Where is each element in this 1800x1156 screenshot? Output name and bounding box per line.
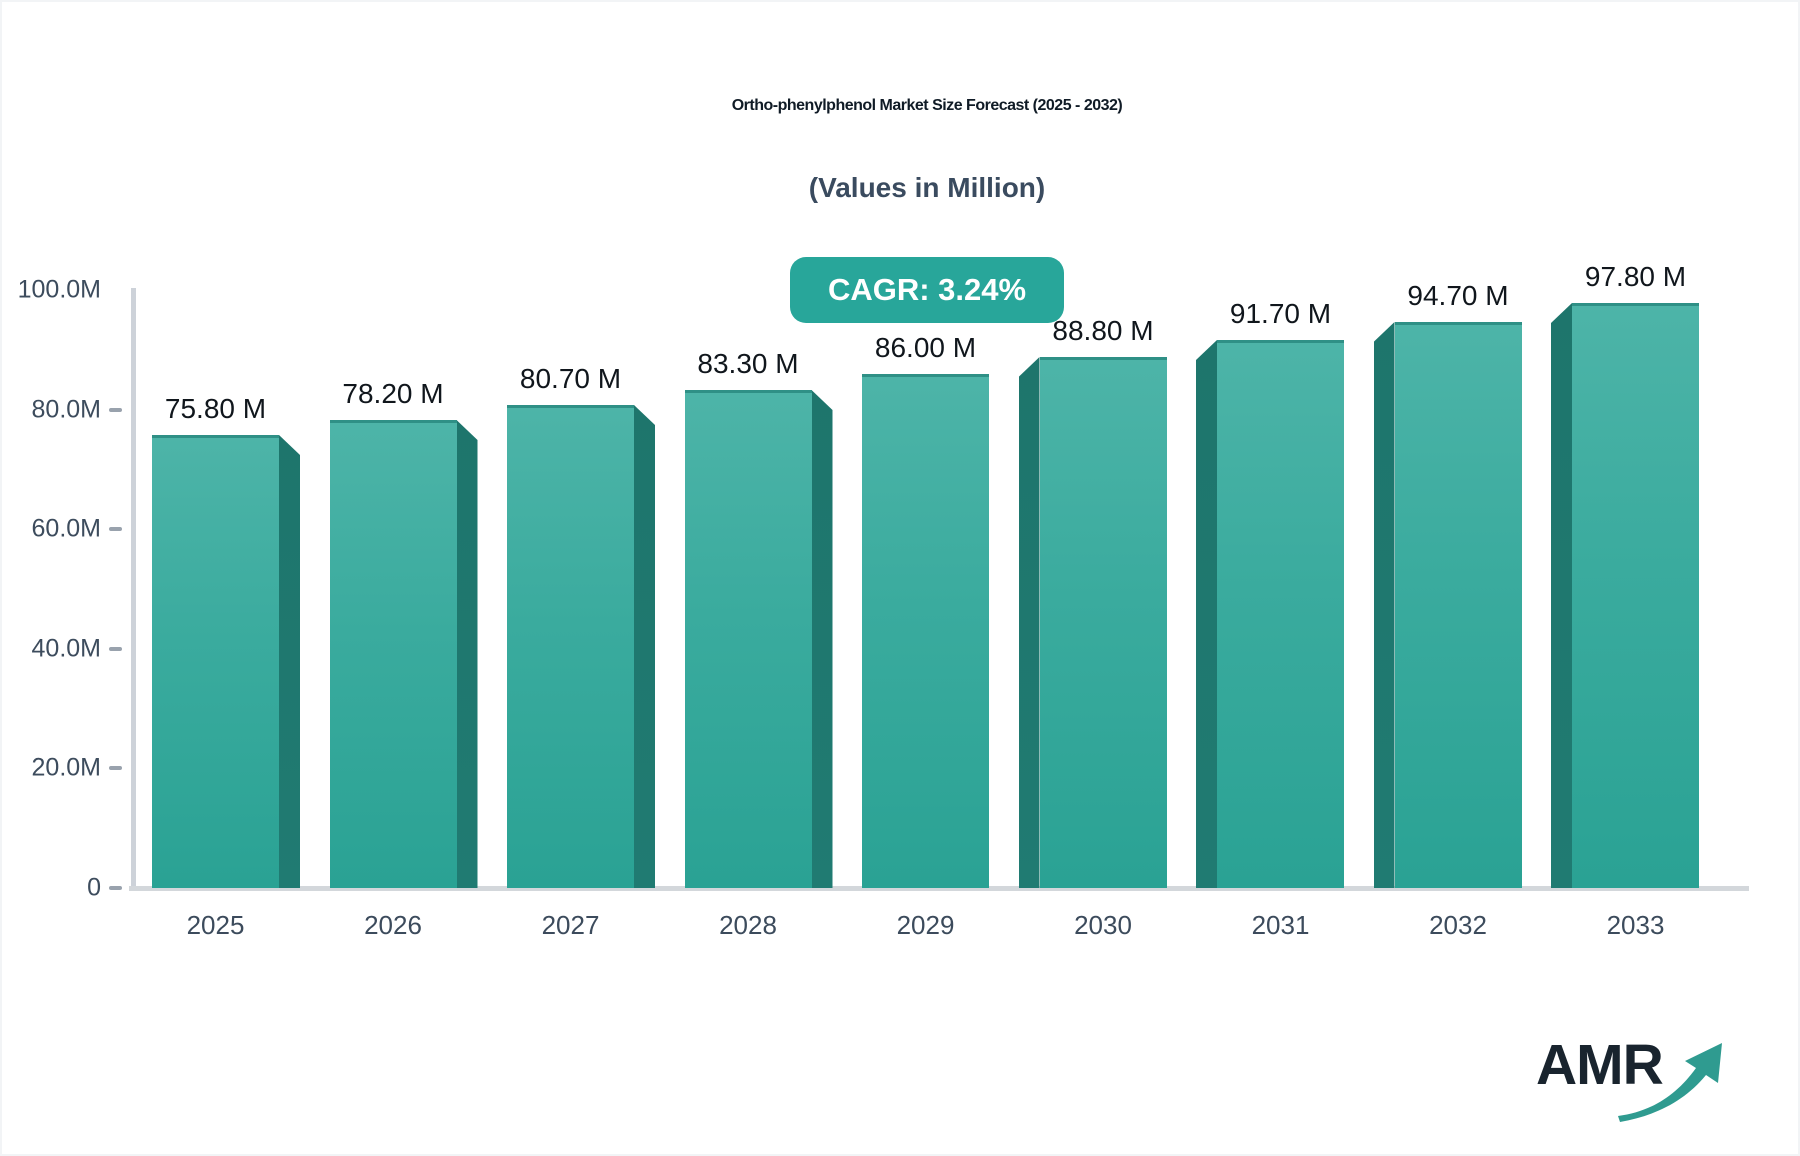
y-axis-label: 20.0M: [31, 753, 101, 782]
y-axis-tick: [109, 766, 122, 771]
bar-side-3d: [456, 420, 478, 888]
amr-logo-text: AMR: [1536, 1033, 1664, 1097]
bar-value-label: 88.80 M: [1052, 315, 1154, 346]
cagr-badge: CAGR: 3.24%: [790, 257, 1064, 323]
x-axis-label: 2031: [1251, 910, 1310, 940]
x-axis-label: 2032: [1429, 910, 1487, 940]
bar-face: [862, 374, 989, 888]
bar-face: [1039, 357, 1167, 888]
chart-title: Ortho-phenylphenol Market Size Forecast …: [731, 97, 1123, 114]
bar-value-label: 78.20 M: [342, 378, 444, 409]
x-axis-label: 2030: [1074, 910, 1132, 940]
bar-2029: [862, 374, 989, 888]
bar-face: [1217, 340, 1344, 888]
bar-face: [1394, 322, 1522, 888]
y-axis-label: 80.0M: [31, 395, 101, 424]
bar-value-label: 97.80 M: [1584, 261, 1687, 292]
bar-face: [1572, 303, 1699, 888]
y-axis-label: 100.0M: [17, 275, 101, 304]
bar-value-label: 91.70 M: [1229, 298, 1332, 329]
x-axis-label: 2025: [186, 910, 245, 940]
bar-face: [684, 390, 812, 888]
bar-2032: [1373, 322, 1522, 888]
growth-arrow-icon: [1618, 1043, 1722, 1122]
x-axis-label: 2029: [896, 910, 955, 940]
bar-2025: [152, 435, 300, 888]
chart-subtitle: (Values in Million): [808, 172, 1046, 203]
bar-value-label: 83.30 M: [697, 348, 799, 379]
bar-2030: [1018, 357, 1167, 888]
y-axis-label: 40.0M: [31, 634, 101, 663]
bar-2027: [507, 405, 655, 888]
y-axis-label: 0: [87, 873, 101, 902]
bar-2031: [1196, 340, 1344, 888]
x-axis-label: 2033: [1606, 910, 1665, 940]
bar-side-3d: [1196, 340, 1217, 888]
x-axis-label: 2028: [719, 910, 777, 940]
bar-face: [329, 420, 457, 888]
bar-2033: [1551, 303, 1699, 888]
x-axis-label: 2027: [541, 910, 600, 940]
bar-value-label: 86.00 M: [874, 332, 977, 363]
bar-value-label: 94.70 M: [1407, 280, 1509, 311]
x-axis-line: [129, 886, 1749, 891]
bar-2028: [684, 390, 833, 888]
y-axis-label: 60.0M: [31, 514, 101, 543]
bar-side-3d: [1373, 322, 1395, 888]
bar-side-3d: [1551, 303, 1572, 888]
x-axis-label: 2026: [364, 910, 422, 940]
bar-face: [507, 405, 634, 888]
amr-logo: AMR: [1532, 1030, 1772, 1130]
y-axis-tick: [109, 407, 122, 412]
y-axis-tick: [109, 527, 122, 532]
bar-side-3d: [811, 390, 833, 888]
bar-face: [152, 435, 279, 888]
y-axis-tick: [109, 886, 122, 890]
bar-side-3d: [1018, 357, 1040, 888]
bar-2026: [329, 420, 478, 888]
y-axis-line: [131, 288, 136, 888]
bar-side-3d: [634, 405, 655, 888]
y-axis-tick: [109, 646, 122, 651]
bar-value-label: 80.70 M: [519, 363, 622, 394]
bar-side-3d: [279, 435, 300, 888]
bar-value-label: 75.80 M: [164, 393, 267, 424]
